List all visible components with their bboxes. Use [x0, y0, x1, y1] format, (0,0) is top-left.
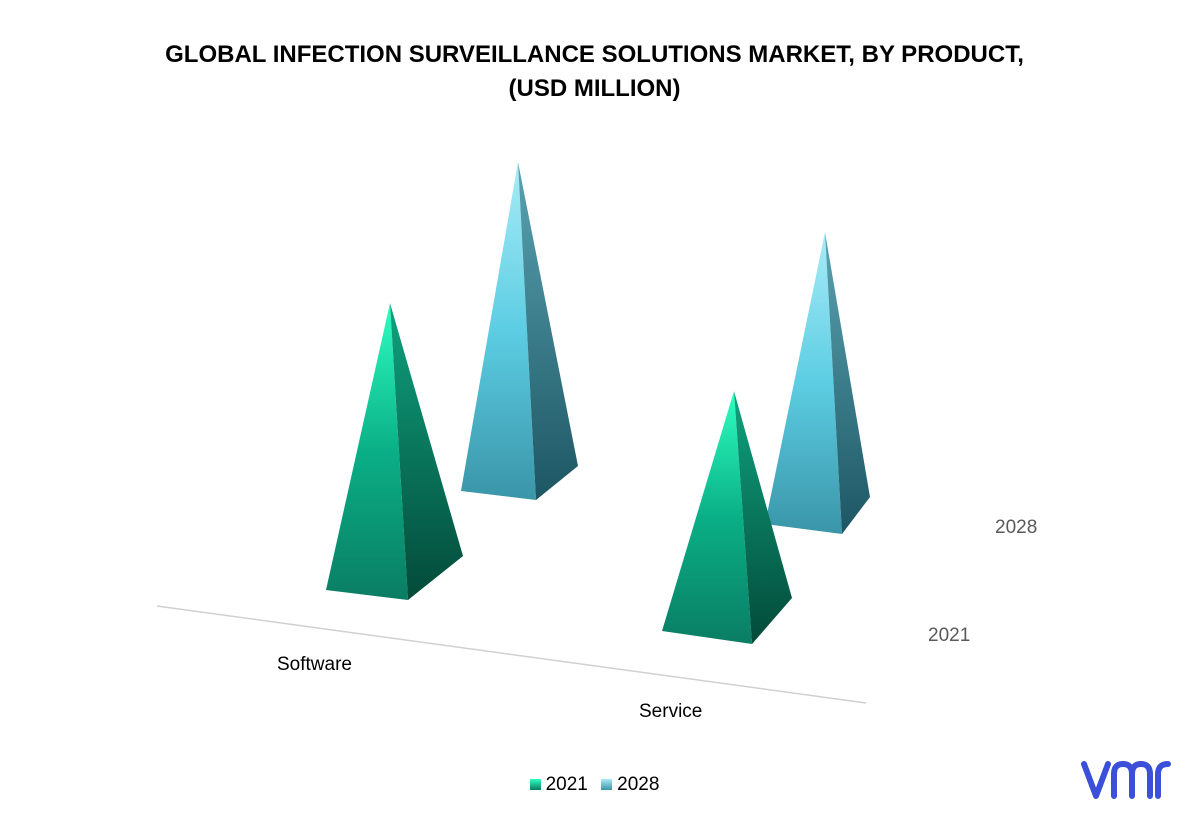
depth-label-2028: 2028	[995, 517, 1037, 538]
legend-label-2021: 2021	[545, 774, 588, 795]
legend-label-2028: 2028	[617, 774, 660, 795]
legend: 2021 2028	[0, 774, 1189, 796]
bar-2028-service	[765, 232, 870, 534]
category-label-service: Service	[639, 701, 702, 722]
bar-2028-software-front-face	[461, 162, 536, 500]
bar-2028-software-side-face	[518, 162, 578, 500]
bar-2021-service-side-face	[734, 391, 792, 644]
chart-title: GLOBAL INFECTION SURVEILLANCE SOLUTIONS …	[0, 38, 1189, 106]
chart-title-line-2: (USD MILLION)	[508, 75, 681, 102]
vmr-logo-icon	[1081, 761, 1171, 799]
bar-2028-software	[461, 162, 578, 500]
legend-swatch-2021	[529, 779, 541, 790]
floor-axis-line	[156, 605, 867, 704]
bar-2021-software-side-face	[390, 303, 463, 600]
legend-swatch-2028	[601, 779, 613, 790]
brand-logo	[1080, 756, 1172, 811]
bar-2021-service	[662, 391, 792, 644]
chart-plot-area: Software Service 2021 2028	[156, 162, 1037, 722]
bar-2021-software-front-face	[326, 303, 408, 600]
bar-2021-service-front-face	[662, 391, 752, 644]
legend-item-2021: 2021	[529, 774, 588, 796]
chart-title-line-1: GLOBAL INFECTION SURVEILLANCE SOLUTIONS …	[165, 41, 1024, 68]
bar-2021-software	[326, 303, 463, 600]
legend-item-2028: 2028	[601, 774, 659, 796]
category-label-software: Software	[277, 654, 352, 675]
depth-label-2021: 2021	[928, 625, 970, 646]
bar-2028-service-front-face	[765, 232, 842, 534]
bar-2028-service-side-face	[825, 232, 870, 534]
